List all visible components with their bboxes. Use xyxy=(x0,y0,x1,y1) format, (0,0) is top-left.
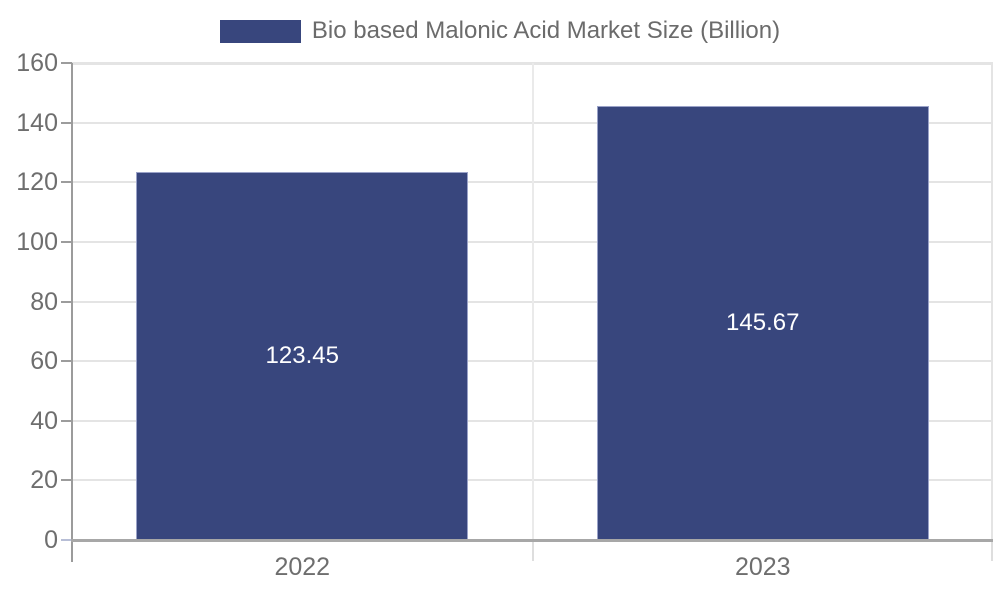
y-axis-label: 0 xyxy=(44,526,58,554)
y-axis-tick xyxy=(61,62,72,64)
y-axis-label: 160 xyxy=(16,49,58,77)
bar-value-label: 123.45 xyxy=(265,341,339,369)
y-axis-line xyxy=(71,63,73,562)
x-axis-label: 2023 xyxy=(734,553,791,581)
category-separator xyxy=(531,63,534,539)
x-axis-line xyxy=(71,539,993,542)
y-axis-tick xyxy=(61,181,72,184)
y-axis-label: 40 xyxy=(30,406,58,435)
legend: Bio based Malonic Acid Market Size (Bill… xyxy=(0,17,1000,45)
bar-value-label: 145.67 xyxy=(726,308,800,336)
y-axis-tick xyxy=(61,479,72,482)
y-axis-label: 20 xyxy=(30,466,58,495)
y-axis-tick xyxy=(61,121,72,124)
bar-2023: 145.67 xyxy=(596,105,929,540)
y-axis-tick xyxy=(61,539,72,541)
y-axis-label: 120 xyxy=(16,168,58,197)
y-axis-tick xyxy=(61,300,72,303)
x-axis-tick xyxy=(531,542,534,561)
legend-swatch xyxy=(219,19,301,43)
bar-2022: 123.45 xyxy=(136,171,469,540)
x-axis-tick xyxy=(991,542,993,561)
y-axis-tick xyxy=(61,419,72,422)
x-axis-label: 2022 xyxy=(274,553,331,581)
y-axis-label: 80 xyxy=(30,287,58,316)
y-axis-label: 60 xyxy=(30,347,58,376)
y-axis-tick xyxy=(61,360,72,363)
y-axis-label: 100 xyxy=(16,227,58,256)
y-axis-label: 140 xyxy=(16,108,58,137)
y-axis-tick xyxy=(61,240,72,243)
legend-label: Bio based Malonic Acid Market Size (Bill… xyxy=(311,17,781,44)
